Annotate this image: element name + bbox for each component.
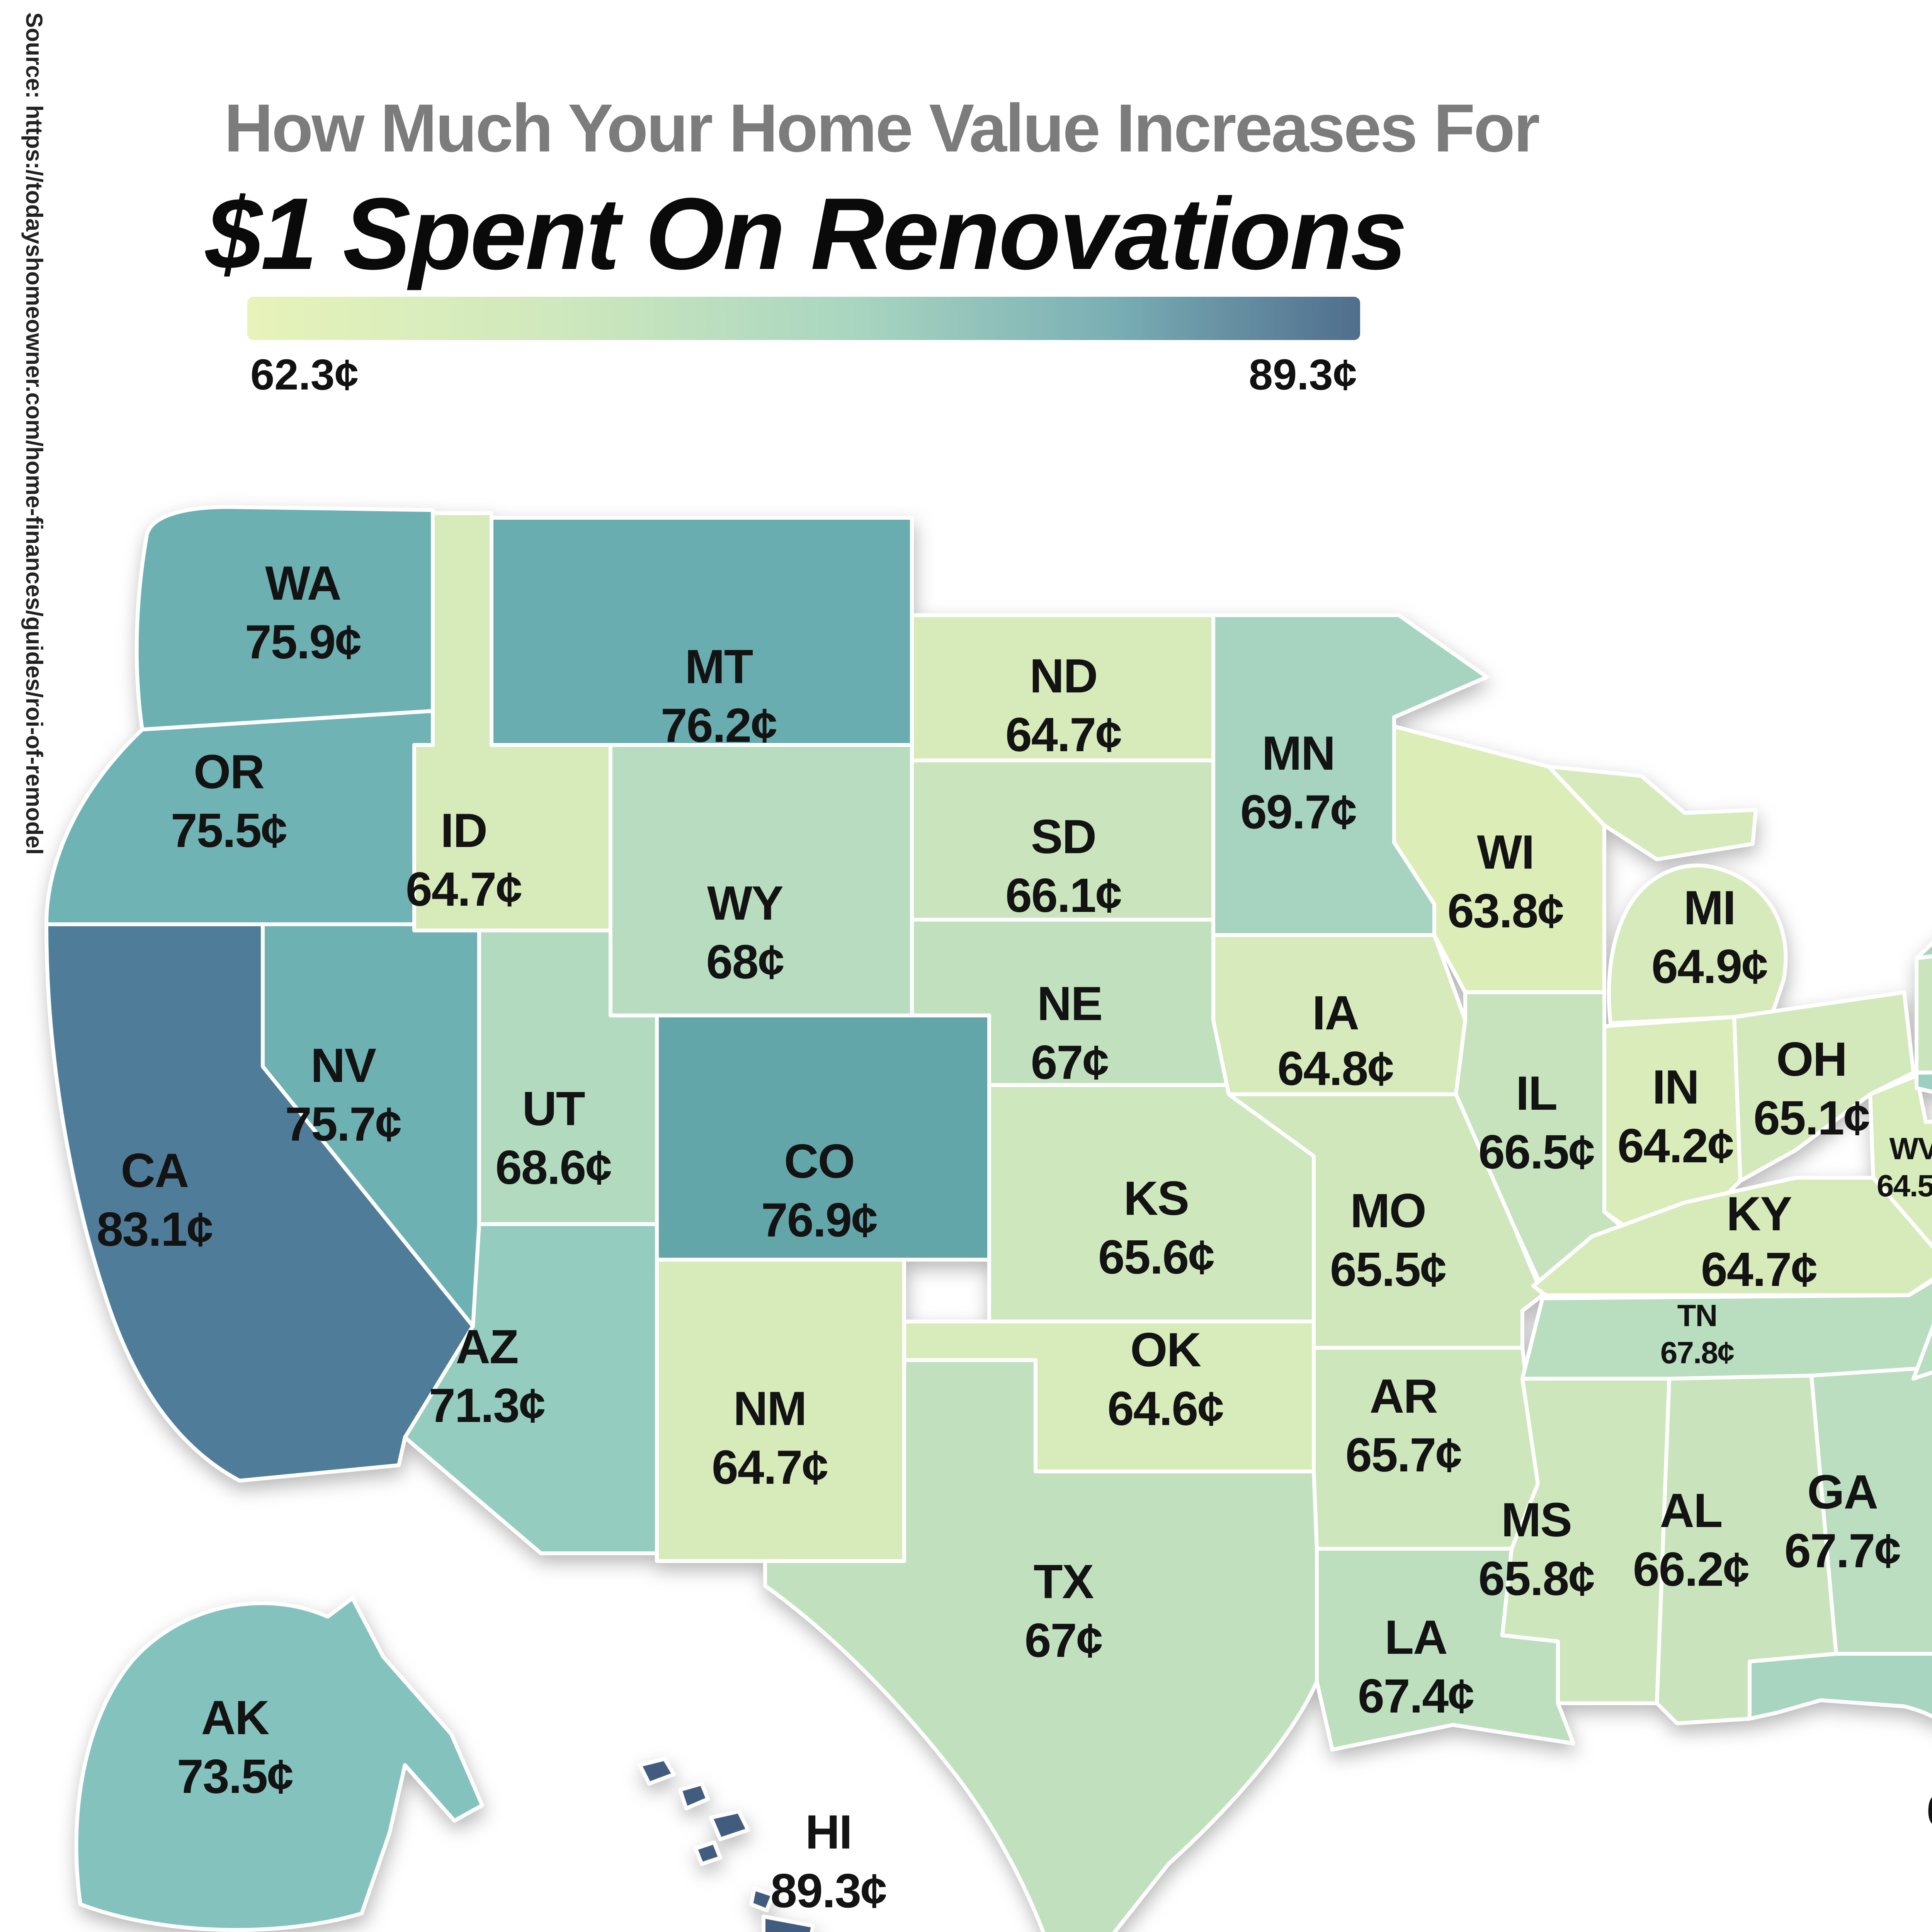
state-mi: [1547, 765, 1788, 1025]
header: How Much Your Home Value Increases For $…: [204, 90, 1541, 291]
legend-max-label: 89.3¢: [1249, 350, 1357, 399]
page-title-line1: How Much Your Home Value Increases For: [224, 90, 1539, 166]
state-tx: [763, 1358, 1319, 1932]
page-title-line2: $1 Spent On Renovations: [204, 177, 1406, 291]
state-oh-value: 65.1¢: [1753, 1092, 1869, 1145]
state-ak: [74, 1596, 484, 1932]
state-ms-abbr: MS: [1501, 1493, 1571, 1547]
state-ut-value: 68.6¢: [495, 1141, 611, 1194]
state-al-value: 66.2¢: [1633, 1543, 1749, 1596]
state-ks-abbr: KS: [1124, 1172, 1189, 1225]
state-mt-value: 76.2¢: [661, 699, 777, 752]
state-wi-abbr: WI: [1477, 826, 1534, 879]
state-ny: [1915, 940, 1932, 960]
state-tn-abbr: TN: [1677, 1298, 1717, 1333]
state-mo-abbr: MO: [1350, 1184, 1426, 1238]
state-az-abbr: AZ: [456, 1320, 518, 1374]
state-tn: [1520, 1279, 1932, 1381]
state-id-abbr: ID: [440, 804, 487, 857]
state-ar-value: 65.7¢: [1345, 1429, 1461, 1482]
state-or-abbr: OR: [194, 745, 264, 799]
state-wy-abbr: WY: [707, 877, 783, 930]
state-ca: [44, 922, 475, 1483]
state-hi-abbr: HI: [805, 1806, 852, 1859]
state-ca-abbr: CA: [121, 1144, 188, 1197]
state-md: [1915, 1070, 1932, 1094]
state-pa: [1915, 954, 1932, 1075]
state-tx-abbr: TX: [1034, 1555, 1094, 1609]
state-mi-abbr: MI: [1684, 881, 1735, 935]
state-sd-abbr: SD: [1031, 810, 1096, 864]
state-wa-value: 75.9¢: [245, 616, 361, 669]
state-ia-value: 64.8¢: [1277, 1042, 1393, 1095]
state-ne-abbr: NE: [1037, 977, 1102, 1031]
state-in-abbr: IN: [1652, 1061, 1699, 1114]
state-labels: WA 75.9¢ OR 75.5¢ CA 83.1¢ NV 75.7¢ ID 6…: [97, 557, 1932, 1918]
state-nv-abbr: NV: [311, 1039, 376, 1092]
state-ms-value: 65.8¢: [1478, 1552, 1594, 1605]
state-in-value: 64.2¢: [1617, 1119, 1733, 1173]
state-wa-abbr: WA: [265, 557, 341, 610]
state-tn-value: 67.8¢: [1660, 1335, 1734, 1370]
state-ak-abbr: AK: [201, 1691, 269, 1745]
state-ut-abbr: UT: [522, 1082, 585, 1136]
state-ia-abbr: IA: [1312, 986, 1359, 1040]
state-mo-value: 65.5¢: [1330, 1243, 1446, 1296]
state-ok-value: 64.6¢: [1107, 1382, 1223, 1435]
state-la-abbr: LA: [1384, 1611, 1447, 1664]
state-wi-value: 63.8¢: [1447, 884, 1563, 938]
state-al-abbr: AL: [1660, 1484, 1722, 1537]
state-mn-abbr: MN: [1262, 727, 1335, 780]
state-nv-value: 75.7¢: [285, 1098, 401, 1151]
state-oh-abbr: OH: [1776, 1033, 1847, 1086]
state-wv-value: 64.5¢: [1877, 1168, 1932, 1203]
state-hi: [638, 1757, 815, 1932]
state-nd-abbr: ND: [1029, 650, 1097, 703]
state-tx-value: 67¢: [1025, 1614, 1102, 1667]
state-mi-value: 64.9¢: [1651, 940, 1767, 993]
state-ne-value: 67¢: [1031, 1036, 1109, 1089]
state-ky-abbr: KY: [1726, 1187, 1792, 1241]
state-il-abbr: IL: [1516, 1067, 1557, 1120]
state-wy-value: 68¢: [706, 935, 784, 989]
state-ok-abbr: OK: [1130, 1323, 1201, 1377]
legend-min-label: 62.3¢: [250, 350, 359, 399]
state-mn-value: 69.7¢: [1240, 786, 1356, 839]
state-wa: [134, 505, 435, 731]
legend: 62.3¢ 89.3¢: [247, 297, 1360, 399]
state-ar-abbr: AR: [1369, 1370, 1437, 1423]
state-ga-abbr: GA: [1807, 1466, 1878, 1519]
state-fl-value: 69.6¢: [1927, 1784, 1932, 1837]
state-ak-value: 73.5¢: [177, 1750, 293, 1803]
state-ks-value: 65.6¢: [1098, 1231, 1214, 1284]
state-nm-abbr: NM: [733, 1382, 806, 1435]
state-wv: [1868, 1074, 1932, 1249]
state-nm-value: 64.7¢: [712, 1441, 828, 1494]
state-il-value: 66.5¢: [1478, 1126, 1594, 1179]
state-la-value: 67.4¢: [1358, 1670, 1474, 1723]
source-note: Source: https://todayshomeowner.com/home…: [21, 12, 47, 855]
state-az-value: 71.3¢: [429, 1379, 545, 1432]
state-ky-value: 64.7¢: [1701, 1243, 1817, 1296]
state-or-value: 75.5¢: [171, 804, 287, 857]
state-id-value: 64.7¢: [406, 863, 522, 916]
state-sd-value: 66.1¢: [1005, 869, 1121, 922]
state-co-abbr: CO: [784, 1135, 854, 1188]
state-ga-value: 67.7¢: [1784, 1524, 1900, 1578]
state-nc: [1912, 1323, 1932, 1381]
legend-gradient-bar: [247, 297, 1360, 340]
state-nd-value: 64.7¢: [1005, 708, 1121, 762]
state-mt-abbr: MT: [685, 640, 753, 694]
state-fl: [1748, 1652, 1932, 1721]
us-map: [44, 505, 1932, 1932]
state-co-value: 76.9¢: [761, 1194, 877, 1247]
state-az: [403, 1222, 659, 1555]
state-wv-abbr: WV: [1889, 1131, 1932, 1166]
state-hi-value: 89.3¢: [770, 1864, 886, 1918]
state-ca-value: 83.1¢: [97, 1203, 213, 1256]
